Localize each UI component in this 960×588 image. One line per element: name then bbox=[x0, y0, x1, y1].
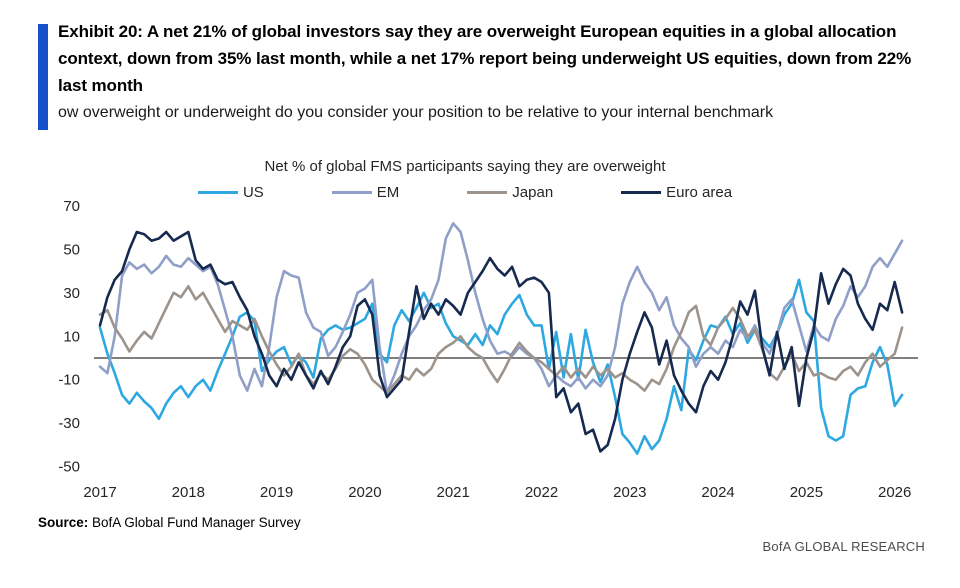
y-axis-label: 70 bbox=[63, 198, 80, 215]
source-line: Source: BofA Global Fund Manager Survey bbox=[38, 515, 301, 530]
x-axis-label: 2023 bbox=[613, 484, 646, 501]
legend-item-japan: Japan bbox=[467, 184, 553, 201]
x-axis-label: 2021 bbox=[437, 484, 470, 501]
legend-swatch-japan bbox=[467, 191, 508, 194]
x-axis-label: 2026 bbox=[878, 484, 911, 501]
series-line-euro-area bbox=[98, 230, 904, 453]
legend-item-euro-area: Euro area bbox=[621, 184, 732, 201]
legend-label-japan: Japan bbox=[512, 184, 554, 201]
legend: US EM Japan Euro area bbox=[30, 184, 900, 201]
y-axis-label: 30 bbox=[63, 285, 80, 302]
brand-mark: BofA GLOBAL RESEARCH bbox=[762, 539, 925, 554]
x-axis-label: 2017 bbox=[83, 484, 116, 501]
y-axis-label: -30 bbox=[58, 415, 80, 432]
legend-label-em: EM bbox=[376, 184, 400, 201]
x-axis-label: 2025 bbox=[790, 484, 823, 501]
chart-header: Net % of global FMS participants saying … bbox=[30, 158, 900, 201]
series-line-us bbox=[98, 278, 904, 455]
legend-swatch-euro-area bbox=[621, 191, 662, 194]
legend-label-euro-area: Euro area bbox=[666, 184, 733, 201]
y-axis-label: 10 bbox=[63, 328, 80, 345]
legend-item-em: EM bbox=[331, 184, 400, 201]
legend-item-us: US bbox=[197, 184, 264, 201]
series-line-japan bbox=[98, 285, 904, 395]
x-axis-label: 2022 bbox=[525, 484, 558, 501]
y-axis-label: 50 bbox=[63, 241, 80, 258]
exhibit-header: Exhibit 20: A net 21% of global investor… bbox=[58, 18, 916, 126]
legend-swatch-em bbox=[331, 191, 372, 194]
exhibit-accent-bar bbox=[38, 24, 48, 130]
legend-swatch-us bbox=[197, 191, 238, 194]
chart-title: Net % of global FMS participants saying … bbox=[264, 158, 666, 175]
x-axis-label: 2020 bbox=[348, 484, 381, 501]
x-axis-label: 2019 bbox=[260, 484, 293, 501]
x-axis-label: 2024 bbox=[701, 484, 734, 501]
y-axis-label: -10 bbox=[58, 372, 80, 389]
y-axis-label: -50 bbox=[58, 459, 80, 476]
plot-area: 70 50 30 10 -10 -30 -50 2017 2018 2019 2020 2021 202… bbox=[30, 190, 960, 505]
x-axis-label: 2018 bbox=[172, 484, 205, 501]
survey-question: ow overweight or underweight do you cons… bbox=[58, 104, 774, 121]
series-line-em bbox=[98, 221, 904, 395]
exhibit-title: Exhibit 20: A net 21% of global investor… bbox=[58, 22, 912, 95]
legend-label-us: US bbox=[242, 184, 264, 201]
source-label: Source: bbox=[38, 515, 89, 530]
source-text: BofA Global Fund Manager Survey bbox=[88, 515, 301, 530]
